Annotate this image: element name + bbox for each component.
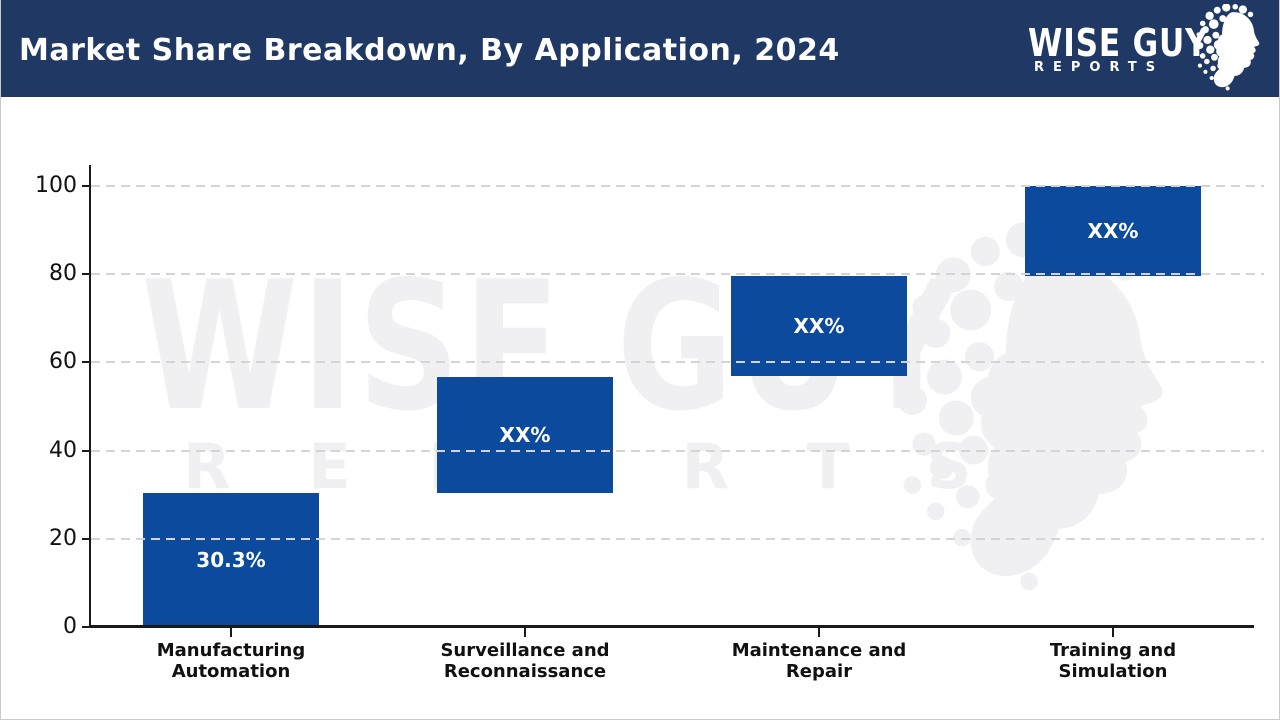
x-tick [230,628,232,637]
bar-segment: XX% [731,276,907,377]
x-axis-line [89,625,1254,628]
y-tick [82,626,90,628]
y-tick [82,273,90,276]
logo-reports-text: REPORTS [1034,60,1165,75]
bar-segment: XX% [437,376,613,494]
header-bar: Market Share Breakdown, By Application, … [1,0,1279,97]
logo-wiseguy-text: WISE GUY [1028,21,1209,65]
y-tick [82,361,90,364]
logo-head-dots-icon [1196,4,1260,91]
x-tick [818,628,820,637]
bar-value-label: XX% [1087,219,1139,244]
bar-value-label: XX% [499,422,551,447]
y-tick [82,537,90,540]
bar-value-label: 30.3% [196,548,266,573]
y-tick-label: 60 [49,349,77,375]
y-tick [82,449,90,452]
x-category-label: Training and Simulation [1049,640,1177,682]
x-category-label: Maintenance and Repair [731,640,907,682]
wise-guy-reports-logo: WISE GUY REPORTS [1020,0,1270,97]
bar-segment: XX% [1025,186,1201,277]
gridline [91,537,1264,540]
gridline [91,273,1264,276]
y-tick-label: 0 [63,614,77,639]
y-tick-label: 100 [35,173,77,198]
y-tick-label: 20 [49,525,77,551]
gridline [91,185,1264,187]
y-tick-label: 80 [49,261,77,287]
bar-value-label: XX% [793,314,845,339]
gridline [91,449,1264,452]
chart-title: Market Share Breakdown, By Application, … [19,33,840,68]
x-category-label: Surveillance and Reconnaissance [440,640,610,682]
y-tick [82,185,90,187]
x-category-label: Manufacturing Automation [156,640,306,682]
y-axis-line [89,165,91,627]
x-tick [524,628,526,637]
x-tick [1112,628,1114,637]
gridline [91,361,1264,364]
bar-segment: 30.3% [143,493,319,627]
y-tick-label: 40 [49,437,77,463]
